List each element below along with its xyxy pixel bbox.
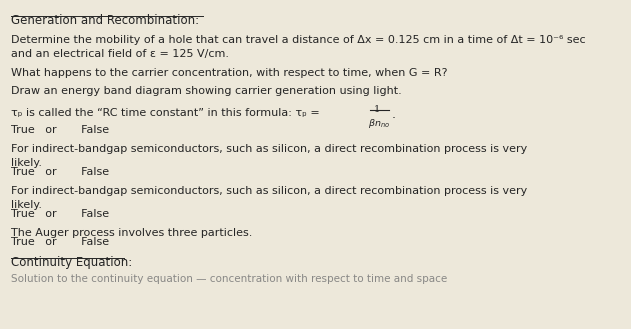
Text: True   or       False: True or False <box>11 167 110 177</box>
Text: Generation and Recombination:: Generation and Recombination: <box>11 14 199 27</box>
Text: True   or       False: True or False <box>11 209 110 218</box>
Text: What happens to the carrier concentration, with respect to time, when G = R?: What happens to the carrier concentratio… <box>11 68 448 78</box>
Text: For indirect-bandgap semiconductors, such as silicon, a direct recombination pro: For indirect-bandgap semiconductors, suc… <box>11 186 528 195</box>
Text: Continuity Equation:: Continuity Equation: <box>11 256 133 269</box>
Text: Determine the mobility of a hole that can travel a distance of Δx = 0.125 cm in : Determine the mobility of a hole that ca… <box>11 35 586 44</box>
Text: .: . <box>391 108 395 121</box>
Text: Draw an energy band diagram showing carrier generation using light.: Draw an energy band diagram showing carr… <box>11 86 402 96</box>
Text: Solution to the continuity equation — concentration with respect to time and spa: Solution to the continuity equation — co… <box>11 274 447 284</box>
Text: 1: 1 <box>374 105 380 114</box>
Text: and an electrical field of ε = 125 V/cm.: and an electrical field of ε = 125 V/cm. <box>11 49 229 59</box>
Text: The Auger process involves three particles.: The Auger process involves three particl… <box>11 228 253 238</box>
Text: $\beta n_{no}$: $\beta n_{no}$ <box>369 117 390 131</box>
Text: True   or       False: True or False <box>11 125 110 135</box>
Text: likely.: likely. <box>11 200 42 210</box>
Text: τₚ is called the “RC time constant” in this formula: τₚ =: τₚ is called the “RC time constant” in t… <box>11 108 320 118</box>
Text: likely.: likely. <box>11 158 42 168</box>
Text: True   or       False: True or False <box>11 237 110 247</box>
Text: For indirect-bandgap semiconductors, such as silicon, a direct recombination pro: For indirect-bandgap semiconductors, suc… <box>11 144 528 154</box>
